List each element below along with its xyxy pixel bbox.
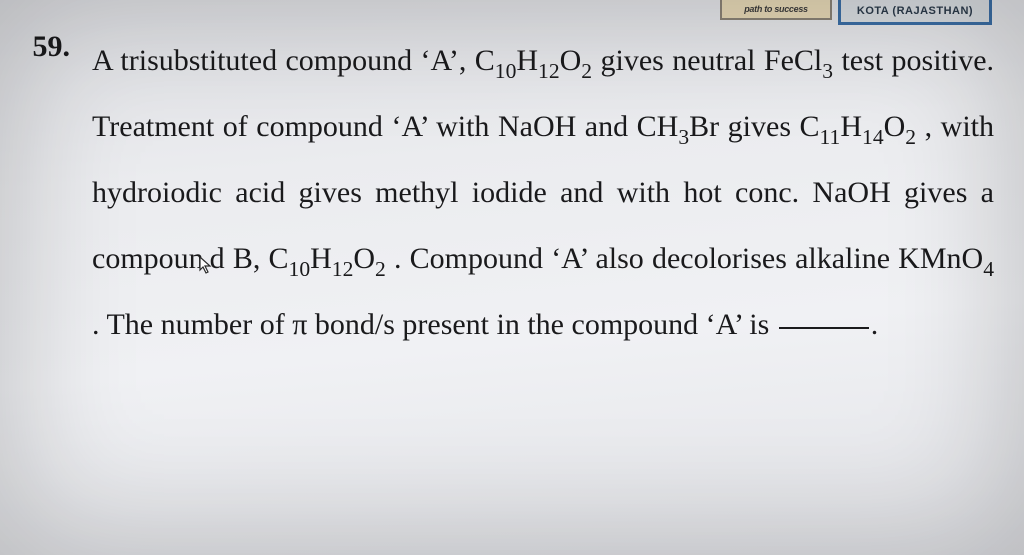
header-tabs: path to success KOTA (RAJASTHAN) — [720, 0, 992, 25]
qt-p3: O — [560, 44, 582, 77]
qt-p12: . Compound ‘A’ also decolorises alkaline… — [386, 242, 983, 275]
qt-s12: 4 — [983, 257, 994, 281]
qt-s9: 10 — [289, 257, 311, 281]
question-number: 59. — [18, 28, 70, 357]
qt-p2: H — [516, 44, 538, 77]
tab2-label: KOTA (RAJASTHAN) — [857, 5, 973, 17]
qt-s3: 2 — [581, 59, 592, 83]
qt-p6: Br gives C — [689, 110, 819, 143]
qt-s5: 3 — [678, 125, 689, 149]
qt-s10: 12 — [332, 257, 354, 281]
qt-p13: . The number of π bond/s present in the … — [92, 308, 777, 341]
qt-p7: H — [840, 110, 862, 143]
answer-blank — [779, 327, 869, 329]
tab-path-to-success: path to success — [720, 0, 832, 20]
pointer-cursor-icon — [198, 256, 214, 274]
qt-s11: 2 — [375, 257, 386, 281]
qt-p9b: d B, C — [210, 242, 289, 275]
tab1-label: path to success — [744, 4, 808, 14]
qt-s1: 10 — [495, 59, 517, 83]
question-text: A trisubstituted compound ‘A’, C10H12O2 … — [92, 28, 994, 357]
qt-s6: 11 — [820, 125, 841, 149]
qt-s4: 3 — [822, 59, 833, 83]
qt-p14: . — [871, 308, 879, 341]
qt-p10: H — [310, 242, 332, 275]
qt-p1: A trisubstituted compound ‘A’, C — [92, 44, 495, 77]
qt-p8: O — [884, 110, 906, 143]
qt-p11: O — [353, 242, 375, 275]
tab-kota-rajasthan: KOTA (RAJASTHAN) — [838, 0, 992, 25]
qt-p4: gives neutral FeCl — [592, 44, 822, 77]
qt-s2: 12 — [538, 59, 560, 83]
qt-s7: 14 — [862, 125, 884, 149]
qt-s8: 2 — [905, 125, 916, 149]
question-block: 59. A trisubstituted compound ‘A’, C10H1… — [18, 28, 994, 357]
